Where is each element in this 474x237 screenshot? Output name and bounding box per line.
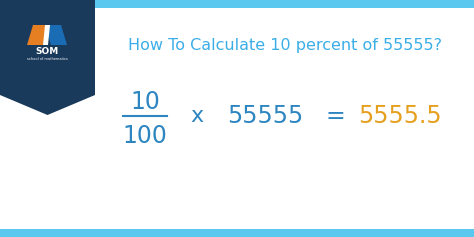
Polygon shape [45,25,67,45]
Polygon shape [27,25,49,45]
Text: How To Calculate 10 percent of 55555?: How To Calculate 10 percent of 55555? [128,37,442,53]
Bar [0,229,474,237]
Polygon shape [43,25,50,45]
Text: SOM: SOM [36,46,59,55]
Polygon shape [0,0,95,115]
Text: 100: 100 [123,124,167,148]
Bar [0,0,474,8]
Text: x: x [191,106,203,126]
Text: 10: 10 [130,90,160,114]
Text: 55555: 55555 [227,104,303,128]
Text: 5555.5: 5555.5 [358,104,442,128]
Text: school of mathematics: school of mathematics [27,57,67,61]
Text: =: = [325,104,345,128]
